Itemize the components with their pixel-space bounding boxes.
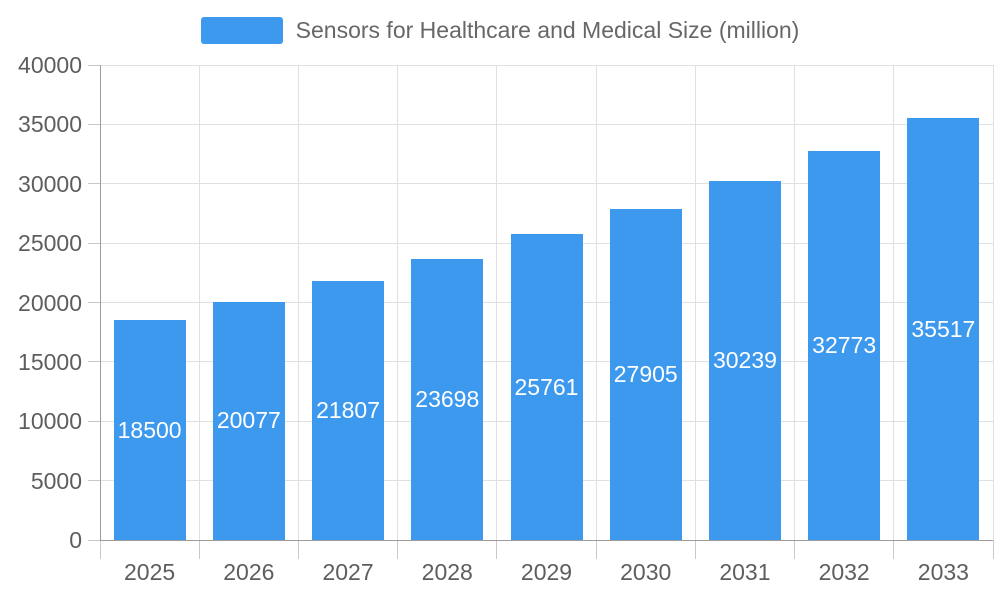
y-tick: [88, 302, 100, 303]
bar[interactable]: 27905: [609, 208, 682, 540]
gridline-horizontal: [100, 123, 993, 125]
bar[interactable]: 32773: [808, 150, 881, 540]
bar[interactable]: 30239: [708, 180, 781, 540]
gridline-vertical: [893, 65, 895, 540]
bar-value-label: 18500: [117, 416, 182, 443]
bar-value-label: 27905: [613, 360, 678, 387]
gridline-vertical: [397, 65, 399, 540]
bar[interactable]: 25761: [510, 234, 583, 540]
bar-value-label: 23698: [415, 385, 480, 412]
x-axis-tick-label: 2030: [620, 559, 672, 585]
x-tick: [397, 540, 399, 559]
x-axis-tick-label: 2027: [322, 559, 374, 585]
bar-value-label: 21807: [316, 397, 381, 423]
legend-swatch: [200, 17, 283, 44]
x-axis-tick-label: 2033: [917, 559, 969, 585]
bar[interactable]: 35517: [907, 118, 980, 540]
gridline-vertical: [992, 65, 994, 540]
gridline-horizontal: [100, 64, 993, 66]
bar[interactable]: 20077: [212, 301, 285, 540]
y-axis-tick-label: 35000: [18, 111, 82, 138]
bar-value-label: 35517: [911, 315, 976, 342]
x-axis-tick-label: 2029: [520, 559, 573, 585]
x-axis-tick-label: 2025: [124, 559, 176, 585]
bar[interactable]: 18500: [113, 320, 186, 540]
chart-legend: Sensors for Healthcare and Medical Size …: [0, 17, 1000, 44]
gridline-vertical: [198, 65, 200, 540]
x-tick: [694, 540, 696, 559]
bar[interactable]: 21807: [312, 281, 385, 540]
bar-value-label: 30239: [712, 346, 777, 373]
gridline-vertical: [694, 65, 696, 540]
y-axis-tick-label: 40000: [18, 52, 82, 78]
y-axis-tick-label: 15000: [18, 348, 82, 375]
x-axis-line: [100, 539, 993, 541]
y-axis-tick-label: 20000: [18, 289, 82, 316]
bar[interactable]: 23698: [411, 258, 484, 540]
y-tick: [88, 64, 100, 66]
x-tick: [198, 540, 200, 559]
x-tick: [794, 540, 796, 559]
x-tick: [992, 540, 994, 559]
y-axis-tick-label: 0: [69, 527, 82, 553]
y-axis-tick-label: 30000: [18, 170, 82, 197]
gridline-vertical: [794, 65, 796, 540]
y-tick: [88, 420, 100, 422]
y-tick: [88, 123, 100, 125]
y-tick: [88, 242, 100, 244]
x-tick: [893, 540, 895, 559]
bar-value-label: 25761: [514, 373, 579, 400]
gridline-vertical: [496, 65, 498, 540]
x-tick: [496, 540, 498, 559]
bar-value-label: 32773: [812, 331, 877, 358]
y-axis-tick-label: 5000: [30, 467, 82, 494]
y-axis-tick-label: 10000: [18, 408, 82, 435]
legend-item[interactable]: Sensors for Healthcare and Medical Size …: [200, 17, 800, 44]
x-tick: [595, 540, 597, 559]
x-axis-tick-label: 2032: [818, 559, 870, 585]
x-tick: [297, 540, 299, 559]
y-axis-line: [99, 65, 101, 540]
y-axis-tick-label: 25000: [18, 230, 82, 257]
y-tick: [88, 361, 100, 363]
y-tick: [88, 183, 100, 185]
x-axis-tick-label: 2026: [223, 559, 275, 585]
gridline-vertical: [595, 65, 597, 540]
y-tick: [88, 480, 100, 482]
gridline-horizontal: [100, 183, 993, 185]
y-tick: [88, 539, 100, 541]
x-tick: [99, 540, 101, 559]
bar-value-label: 20077: [216, 407, 281, 434]
x-axis-tick-label: 2031: [719, 559, 771, 585]
legend-label: Sensors for Healthcare and Medical Size …: [295, 17, 800, 43]
x-axis-tick-label: 2028: [421, 559, 473, 585]
gridline-vertical: [297, 65, 299, 540]
